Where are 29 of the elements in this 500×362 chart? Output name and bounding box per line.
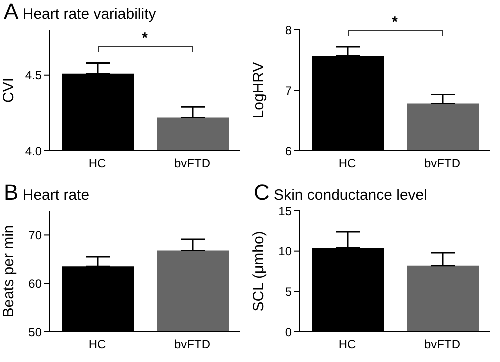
x-tick-label: HC [338,338,356,352]
y-tick-label: 7 [285,84,292,98]
annotation: * [391,14,399,31]
y-tick-label: 10 [278,244,292,259]
y-tick-label: 70 [28,228,42,242]
chart-title: C Skin conductance level [254,180,428,205]
y-axis-title: LogHRV [250,62,268,119]
y-tick-label: 0 [285,325,292,340]
y-tick-label: 60 [28,276,42,291]
chart-title: B Heart rate [4,180,90,205]
y-axis-title: Beats per min [0,225,18,318]
y-tick-label: 50 [28,325,42,340]
x-tick-label: HC [88,156,106,171]
y-tick-label: 4.0 [25,144,42,158]
x-tick-label: HC [338,156,356,171]
y-axis-title: SCL (μmho) [250,231,268,312]
x-tick-label: bvFTD [174,156,211,171]
x-tick-label: HC [88,338,106,352]
y-tick-label: 6 [285,144,292,158]
y-tick-label: 4.5 [25,68,42,83]
y-axis-title: CVI [0,78,18,104]
x-tick-label: bvFTD [424,338,461,352]
x-tick-label: bvFTD [424,156,461,171]
y-tick-label: 5 [285,284,292,299]
x-tick-label: bvFTD [174,338,211,352]
annotation: * [141,30,149,48]
chart-title: A Heart rate variability [4,0,156,24]
y-tick-label: 15 [278,204,292,218]
y-tick-label: 8 [285,23,292,38]
